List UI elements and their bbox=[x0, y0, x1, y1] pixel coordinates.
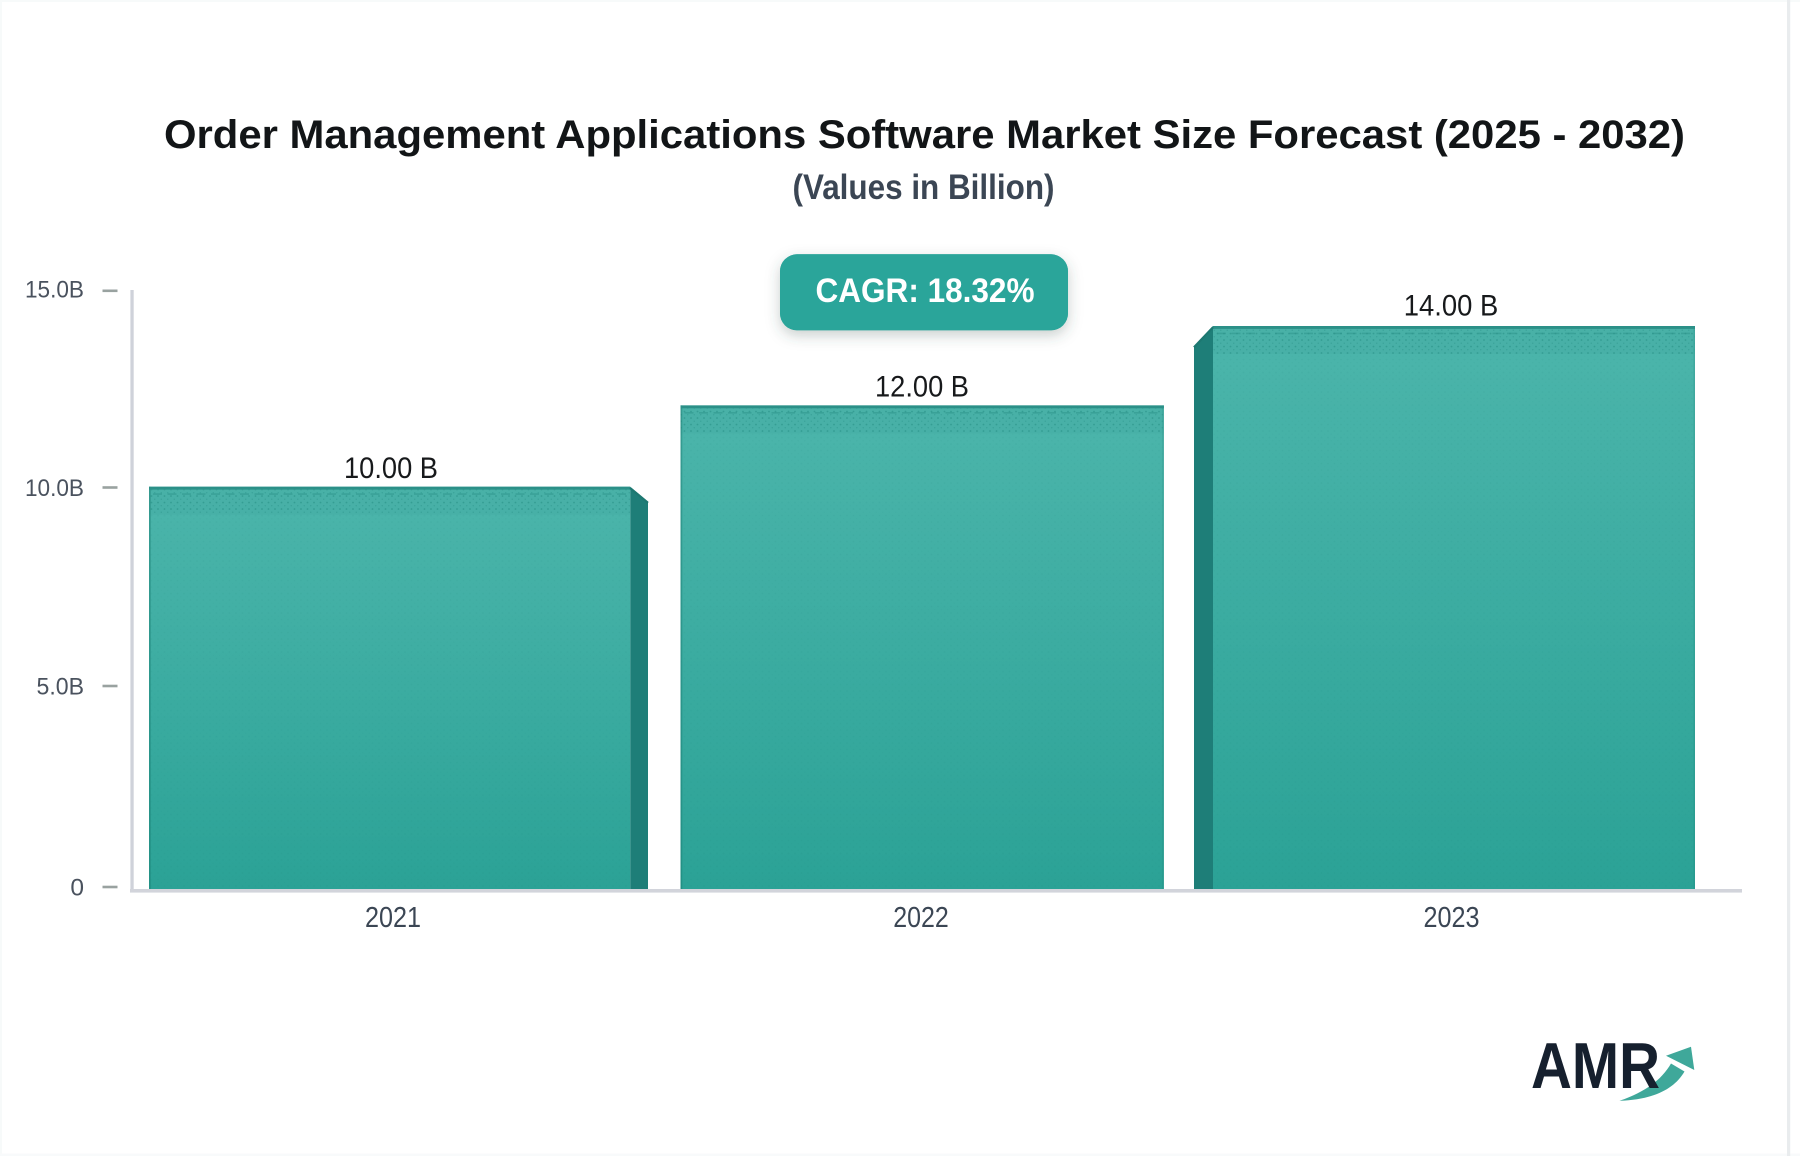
svg-text:14.00 B: 14.00 B bbox=[1404, 290, 1499, 323]
svg-text:0: 0 bbox=[70, 875, 84, 902]
svg-text:(Values in Billion): (Values in Billion) bbox=[793, 168, 1055, 207]
svg-text:Order Management Applications: Order Management Applications Software M… bbox=[164, 113, 1685, 157]
svg-text:CAGR: 18.32%: CAGR: 18.32% bbox=[816, 272, 1035, 310]
svg-text:10.00 B: 10.00 B bbox=[344, 452, 438, 485]
svg-text:2021: 2021 bbox=[365, 902, 421, 934]
svg-text:10.0B: 10.0B bbox=[25, 475, 84, 502]
svg-text:12.00 B: 12.00 B bbox=[875, 371, 969, 404]
svg-text:AMR: AMR bbox=[1531, 1029, 1660, 1102]
svg-text:15.0B: 15.0B bbox=[25, 277, 84, 304]
svg-text:2023: 2023 bbox=[1424, 902, 1480, 934]
svg-text:2022: 2022 bbox=[893, 902, 949, 934]
svg-text:5.0B: 5.0B bbox=[37, 674, 85, 701]
